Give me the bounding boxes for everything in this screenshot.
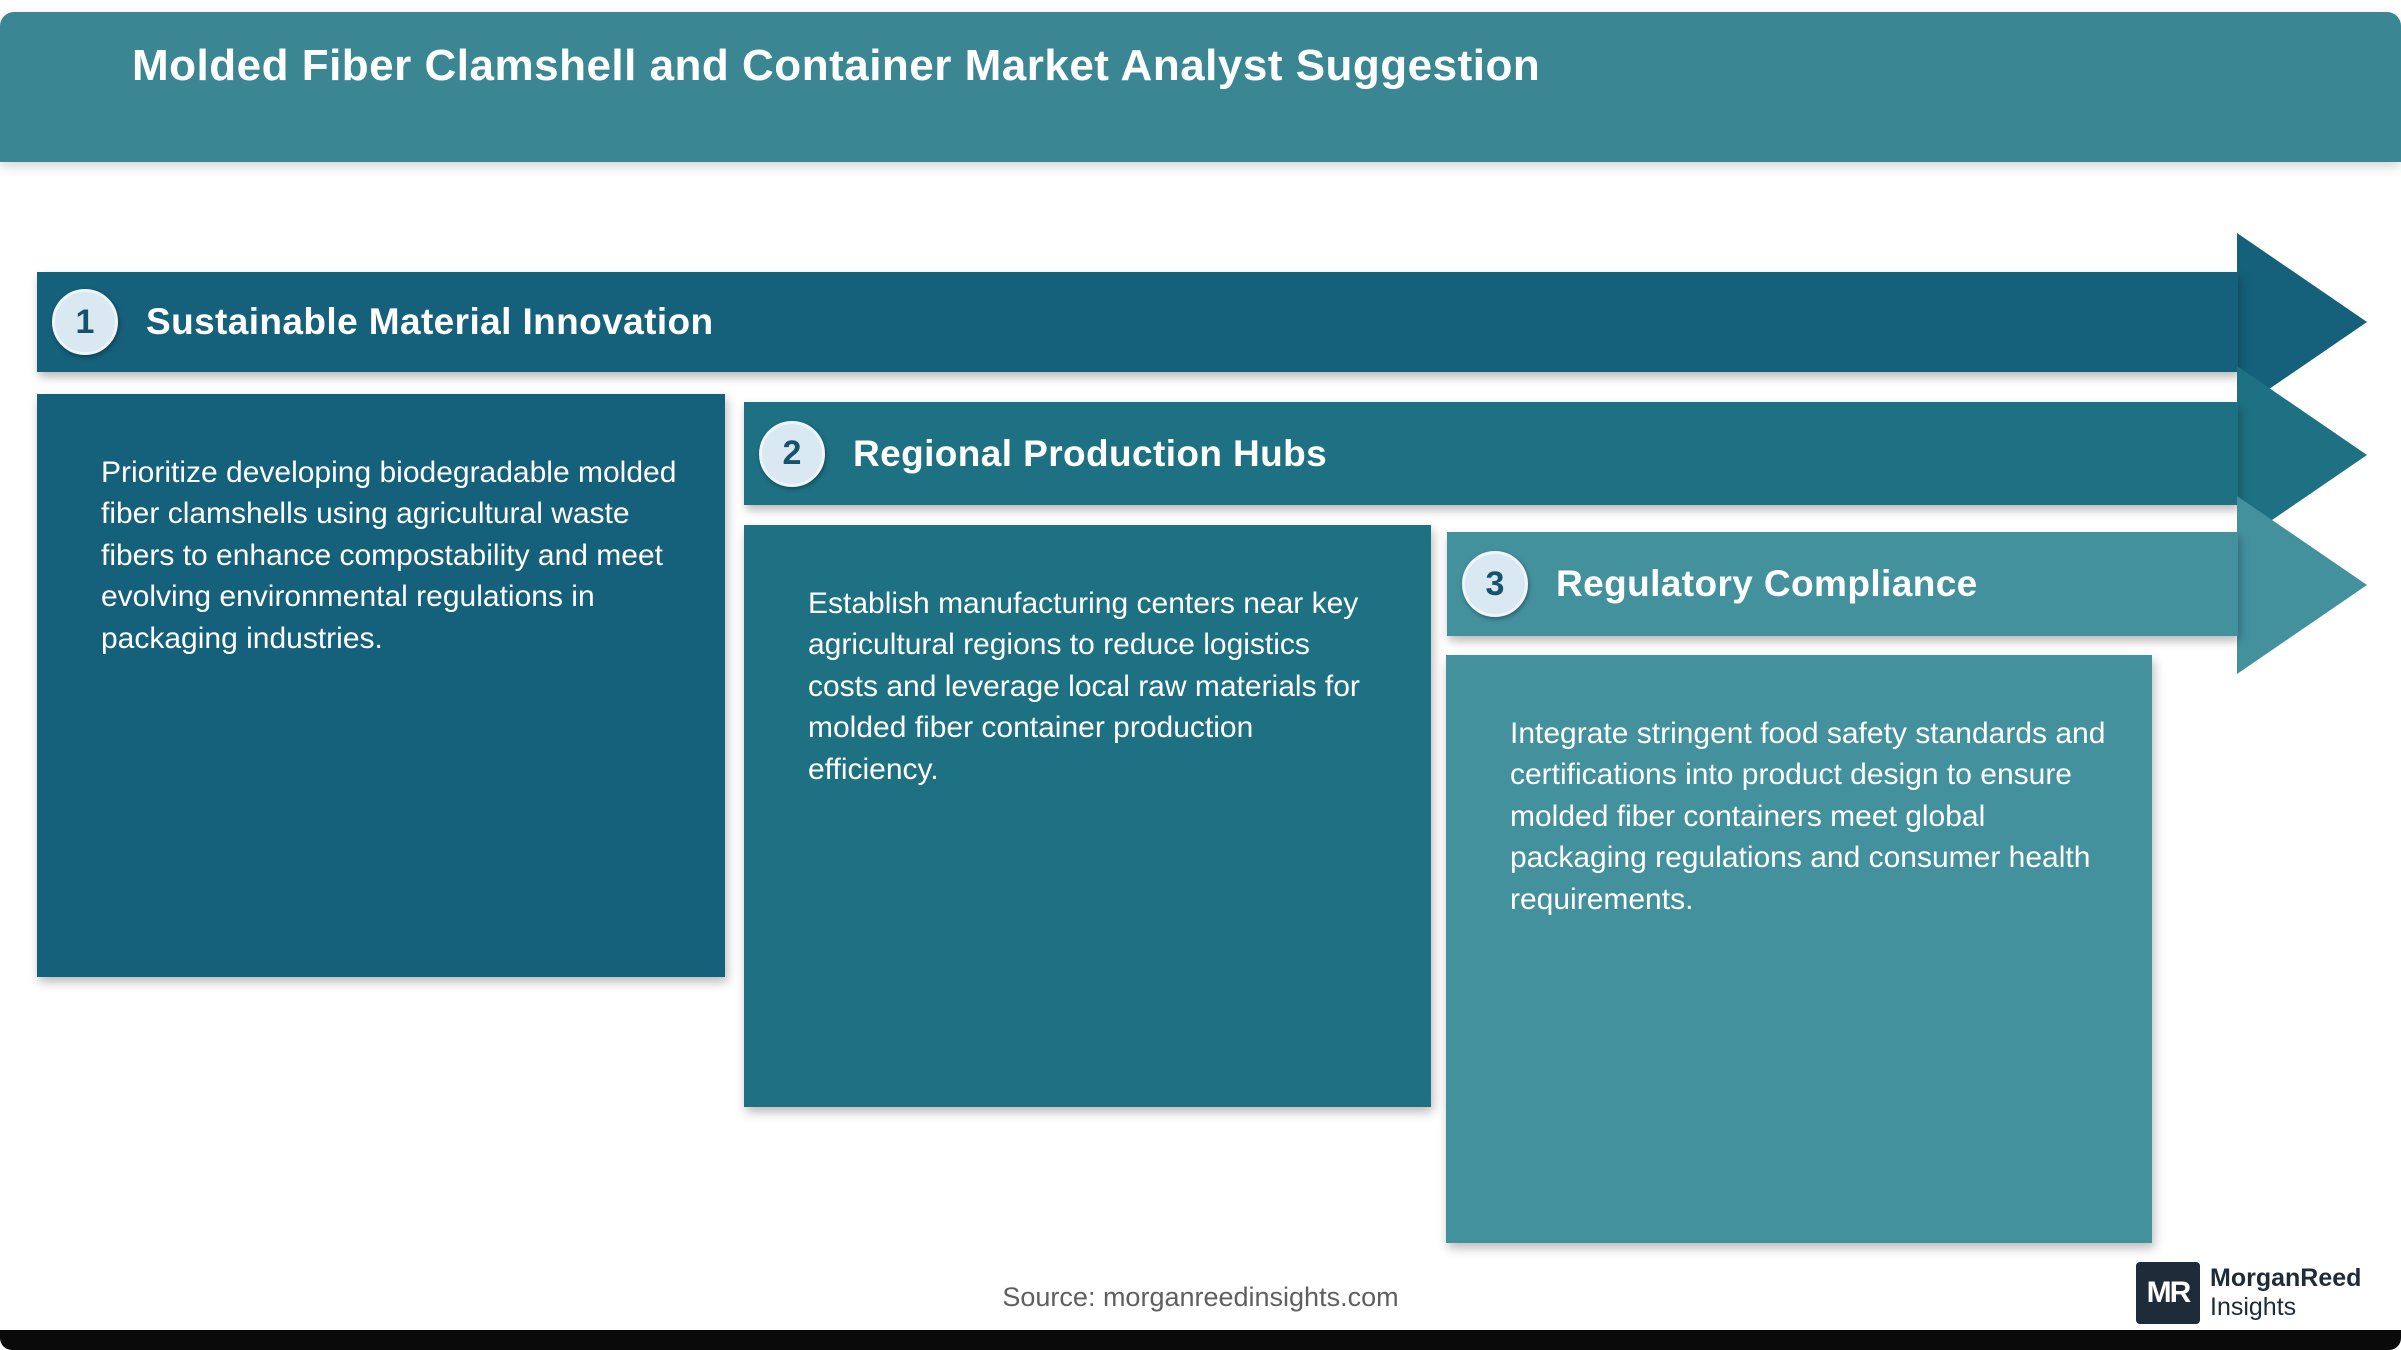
logo-tagline: Insights	[2210, 1293, 2297, 1321]
step-description-2: Establish manufacturing centers near key…	[808, 587, 1360, 786]
step-number-2: 2	[782, 434, 802, 472]
slide-title: Molded Fiber Clamshell and Container Mar…	[132, 41, 1541, 90]
source-text: Source: morganreedinsights.com	[1002, 1282, 1399, 1312]
logo-monogram: MR	[2136, 1262, 2200, 1324]
step-number-badge-1: 1	[52, 289, 118, 355]
logo-brand-name: MorganReed	[2210, 1264, 2362, 1293]
logo-text: MorganReed Insights	[2210, 1264, 2361, 1322]
step-number-1: 1	[75, 302, 95, 341]
step-description-1: Prioritize developing biodegradable mold…	[101, 456, 677, 655]
step-banner-2: 2 Regional Production Hubs	[744, 402, 2238, 505]
step-title-1: Sustainable Material Innovation	[146, 301, 714, 342]
brand-logo: MR MorganReed Insights	[2136, 1262, 2361, 1324]
step-banner-3: 3 Regulatory Compliance	[1447, 532, 2238, 636]
step-title-3: Regulatory Compliance	[1556, 563, 1978, 604]
slide-header: Molded Fiber Clamshell and Container Mar…	[0, 12, 2401, 162]
step-number-badge-3: 3	[1462, 551, 1528, 617]
step-number-badge-2: 2	[759, 420, 825, 487]
step-description-card-1: Prioritize developing biodegradable mold…	[37, 394, 725, 977]
step-description-card-2: Establish manufacturing centers near key…	[744, 525, 1431, 1107]
step-banner-1: 1 Sustainable Material Innovation	[37, 272, 2238, 372]
step-title-2: Regional Production Hubs	[853, 432, 1328, 474]
bottom-bar	[0, 1330, 2401, 1350]
step-description-3: Integrate stringent food safety standard…	[1510, 717, 2106, 916]
step-number-3: 3	[1485, 564, 1505, 603]
arrow-head-icon-3	[2237, 496, 2367, 674]
step-description-card-3: Integrate stringent food safety standard…	[1446, 655, 2152, 1243]
